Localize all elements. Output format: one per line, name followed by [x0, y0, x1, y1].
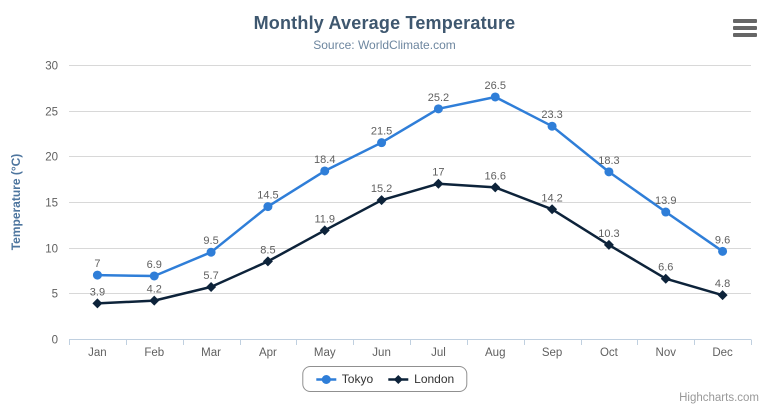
- data-label: 18.3: [598, 155, 619, 167]
- data-point-marker[interactable]: [206, 281, 217, 292]
- y-axis-tick-label: 20: [45, 152, 58, 164]
- x-axis-category-label: Sep: [542, 347, 562, 359]
- data-label: 6.6: [658, 262, 673, 274]
- legend-symbol: [321, 374, 331, 384]
- y-axis-tick-label: 5: [52, 289, 58, 301]
- data-point-marker[interactable]: [433, 178, 444, 189]
- y-axis-title: Temperature (°C): [9, 154, 23, 251]
- data-point-marker[interactable]: [149, 295, 160, 306]
- data-point-marker[interactable]: [377, 138, 387, 148]
- data-point-marker[interactable]: [263, 202, 273, 212]
- legend-label: London: [414, 372, 455, 386]
- x-axis-category-label: May: [314, 347, 336, 359]
- data-label: 6.9: [147, 259, 162, 271]
- series-line: [96, 182, 724, 305]
- data-point-marker[interactable]: [490, 182, 501, 193]
- data-label: 15.2: [371, 183, 392, 195]
- data-point-marker[interactable]: [92, 298, 103, 309]
- data-point-marker[interactable]: [376, 195, 387, 206]
- hamburger-menu-icon: [733, 26, 757, 30]
- data-point-marker[interactable]: [320, 166, 330, 176]
- data-point-marker[interactable]: [92, 270, 102, 280]
- series-line: [96, 95, 724, 278]
- data-label: 21.5: [371, 126, 392, 138]
- series-tokyo: 7 6.9 9.5 14.5 18.4 21.5 25.2 26.5 23.3 18.3 13.9 9…: [92, 80, 730, 281]
- data-point-marker[interactable]: [490, 92, 500, 102]
- legend: Tokyo London: [301, 366, 468, 392]
- data-label: 4.2: [147, 284, 162, 296]
- data-label: 7: [94, 258, 100, 270]
- data-label: 23.3: [541, 109, 562, 121]
- data-point-marker[interactable]: [319, 225, 330, 236]
- data-point-marker[interactable]: [604, 167, 614, 177]
- data-label: 9.5: [203, 235, 218, 247]
- x-axis-category-label: Mar: [201, 347, 221, 359]
- y-axis-tick-label: 15: [45, 198, 58, 210]
- x-axis-category-label: Apr: [259, 347, 277, 359]
- data-point-marker[interactable]: [149, 271, 159, 281]
- data-point-marker[interactable]: [717, 290, 728, 301]
- x-axis-category-label: Nov: [656, 347, 677, 359]
- data-point-marker[interactable]: [603, 239, 614, 250]
- x-axis-category-label: Jul: [431, 347, 446, 359]
- y-axis-tick-label: 25: [45, 107, 58, 119]
- legend-marker-circle-icon: [315, 374, 336, 384]
- hamburger-menu-icon: [733, 19, 757, 23]
- x-axis-category-label: Jan: [88, 347, 107, 359]
- data-point-marker[interactable]: [661, 207, 671, 217]
- data-label: 18.4: [314, 154, 335, 166]
- data-label: 16.6: [485, 170, 506, 182]
- data-label: 11.9: [314, 213, 335, 225]
- x-axis-category-label: Jun: [372, 347, 391, 359]
- data-label: 5.7: [203, 270, 218, 282]
- y-axis-tick-label: 30: [45, 61, 58, 73]
- data-point-marker[interactable]: [660, 273, 671, 284]
- data-point-marker[interactable]: [262, 256, 273, 267]
- chart-subtitle: Source: WorldClimate.com: [313, 38, 456, 52]
- chart-title: Monthly Average Temperature: [253, 13, 516, 33]
- x-axis-category-label: Dec: [712, 347, 733, 359]
- y-axis-tick-label: 0: [52, 335, 58, 347]
- x-axis-category-label: Feb: [144, 347, 164, 359]
- data-label: 9.6: [715, 234, 730, 246]
- legend-item-tokyo[interactable]: Tokyo: [315, 372, 373, 386]
- data-label: 10.3: [598, 228, 619, 240]
- y-axis-tick-label: 10: [45, 244, 58, 256]
- data-label: 17: [432, 167, 444, 179]
- data-label: 13.9: [655, 195, 676, 207]
- data-label: 26.5: [485, 80, 506, 92]
- data-label: 25.2: [428, 92, 449, 104]
- context-menu-button[interactable]: [733, 19, 757, 37]
- data-label: 14.2: [541, 192, 562, 204]
- data-point-marker[interactable]: [206, 247, 216, 257]
- x-axis-category-label: Aug: [485, 347, 505, 359]
- legend-symbol: [393, 374, 403, 384]
- hamburger-menu-icon: [733, 33, 757, 37]
- data-point-marker[interactable]: [433, 104, 443, 114]
- legend-item-london[interactable]: London: [387, 372, 454, 386]
- data-label: 4.8: [715, 278, 730, 290]
- x-axis-category-label: Oct: [600, 347, 619, 359]
- data-label: 14.5: [257, 190, 278, 202]
- data-label: 3.9: [90, 286, 105, 298]
- data-point-marker[interactable]: [547, 121, 557, 131]
- data-label: 8.5: [260, 244, 275, 256]
- data-point-marker[interactable]: [718, 246, 728, 256]
- data-point-marker[interactable]: [547, 204, 558, 215]
- credits-link[interactable]: Highcharts.com: [679, 392, 759, 404]
- legend-marker-diamond-icon: [388, 374, 409, 384]
- series-london: 3.9 4.2 5.7 8.5 11.9 15.2 17 16.6 14.2 10.3 6.6 4.8: [90, 167, 730, 309]
- legend-label: Tokyo: [341, 372, 374, 386]
